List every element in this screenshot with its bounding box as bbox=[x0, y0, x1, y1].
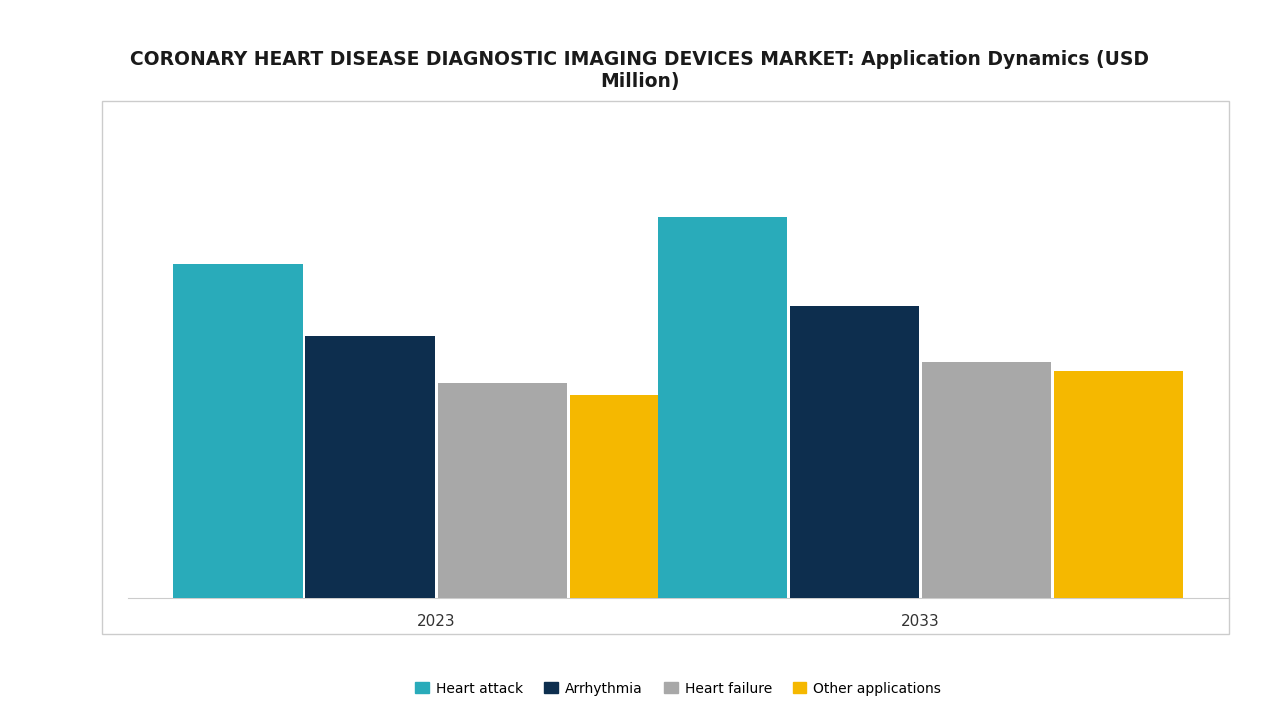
Bar bbox=[306, 336, 435, 598]
Bar bbox=[1053, 372, 1184, 598]
Bar bbox=[570, 395, 699, 598]
Bar bbox=[922, 362, 1051, 598]
Bar bbox=[790, 306, 919, 598]
Bar bbox=[438, 383, 567, 598]
Bar bbox=[658, 217, 787, 598]
Text: CORONARY HEART DISEASE DIAGNOSTIC IMAGING DEVICES MARKET: Application Dynamics (: CORONARY HEART DISEASE DIAGNOSTIC IMAGIN… bbox=[131, 50, 1149, 91]
Bar bbox=[173, 264, 303, 598]
Legend: Heart attack, Arrhythmia, Heart failure, Other applications: Heart attack, Arrhythmia, Heart failure,… bbox=[410, 676, 947, 701]
